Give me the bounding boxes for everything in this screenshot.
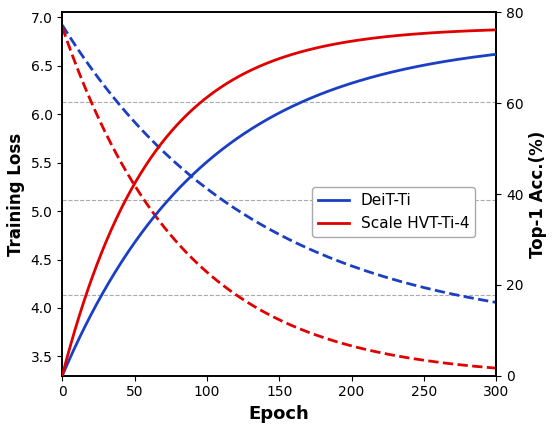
X-axis label: Epoch: Epoch bbox=[249, 405, 310, 423]
Y-axis label: Training Loss: Training Loss bbox=[7, 132, 25, 256]
Y-axis label: Top-1 Acc.(%): Top-1 Acc.(%) bbox=[529, 130, 547, 258]
Legend: DeiT-Ti, Scale HVT-Ti-4: DeiT-Ti, Scale HVT-Ti-4 bbox=[312, 187, 475, 237]
